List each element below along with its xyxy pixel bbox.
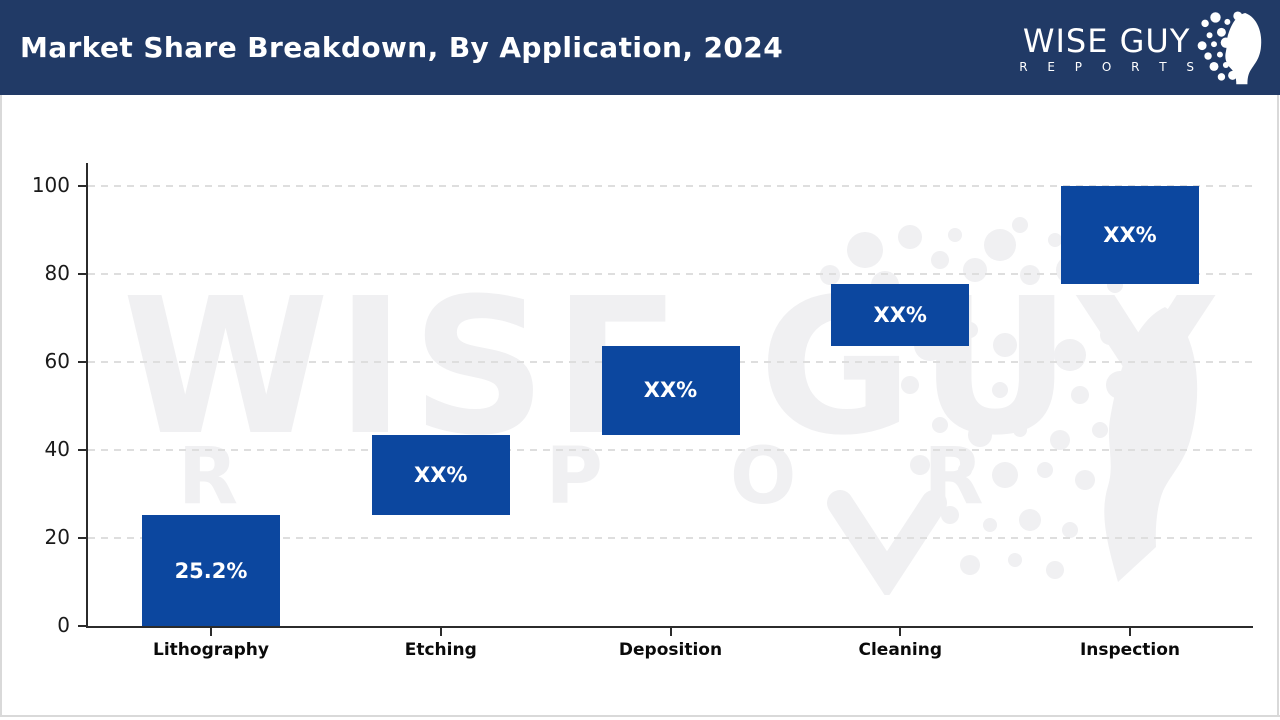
y-tick-label: 20 bbox=[44, 525, 70, 549]
y-tick bbox=[78, 361, 87, 363]
y-axis bbox=[86, 163, 88, 628]
bar: XX% bbox=[601, 345, 740, 435]
y-tick bbox=[78, 449, 87, 451]
y-tick bbox=[78, 273, 87, 275]
brand-reports-label: R E P O R T S bbox=[1019, 60, 1202, 74]
category-label: Cleaning bbox=[858, 640, 942, 660]
bar: XX% bbox=[1061, 186, 1199, 284]
bar-value-label: XX% bbox=[643, 378, 698, 403]
bar-value-label: 25.2% bbox=[174, 558, 248, 583]
gridline bbox=[88, 185, 1253, 187]
category-label: Etching bbox=[404, 640, 477, 660]
bar-value-label: XX% bbox=[414, 462, 468, 487]
gridline bbox=[88, 449, 1253, 451]
watermark-reports: R E P O R T S bbox=[178, 432, 1280, 522]
brand-wordmark: WISE GUY bbox=[1022, 22, 1191, 60]
x-tick bbox=[669, 628, 672, 636]
category-label: Lithography bbox=[153, 640, 269, 660]
x-tick bbox=[899, 628, 902, 636]
brand-text: WISE GUY R E P O R T S bbox=[1011, 24, 1202, 74]
category-label: Deposition bbox=[618, 640, 723, 660]
page-title: Market Share Breakdown, By Application, … bbox=[20, 31, 784, 64]
y-tick-label: 100 bbox=[31, 173, 70, 197]
frame-bottom-border bbox=[0, 715, 1280, 717]
y-tick bbox=[78, 625, 87, 627]
bar-value-label: XX% bbox=[873, 302, 927, 327]
x-tick bbox=[210, 628, 212, 636]
y-tick-label: 40 bbox=[44, 437, 70, 461]
y-tick bbox=[78, 537, 87, 539]
frame-left-border bbox=[0, 95, 2, 717]
x-tick bbox=[439, 628, 442, 636]
bar: XX% bbox=[371, 434, 510, 516]
x-axis bbox=[86, 626, 1253, 628]
y-tick-label: 0 bbox=[57, 613, 70, 637]
bar-value-label: XX% bbox=[1103, 222, 1157, 247]
header: Market Share Breakdown, By Application, … bbox=[0, 0, 1280, 95]
y-tick-label: 60 bbox=[44, 349, 70, 373]
bar: XX% bbox=[831, 283, 970, 346]
brand-logo: WISE GUY R E P O R T S bbox=[1011, 10, 1266, 88]
y-tick bbox=[78, 185, 87, 187]
bar: 25.2% bbox=[142, 515, 280, 626]
gridline bbox=[88, 273, 1253, 275]
frame-right-border bbox=[1277, 95, 1279, 717]
y-tick-label: 80 bbox=[44, 261, 70, 285]
gridline bbox=[88, 537, 1253, 539]
brand-head-dots-icon bbox=[1197, 11, 1262, 85]
x-tick bbox=[1129, 628, 1131, 636]
category-label: Inspection bbox=[1079, 640, 1181, 660]
